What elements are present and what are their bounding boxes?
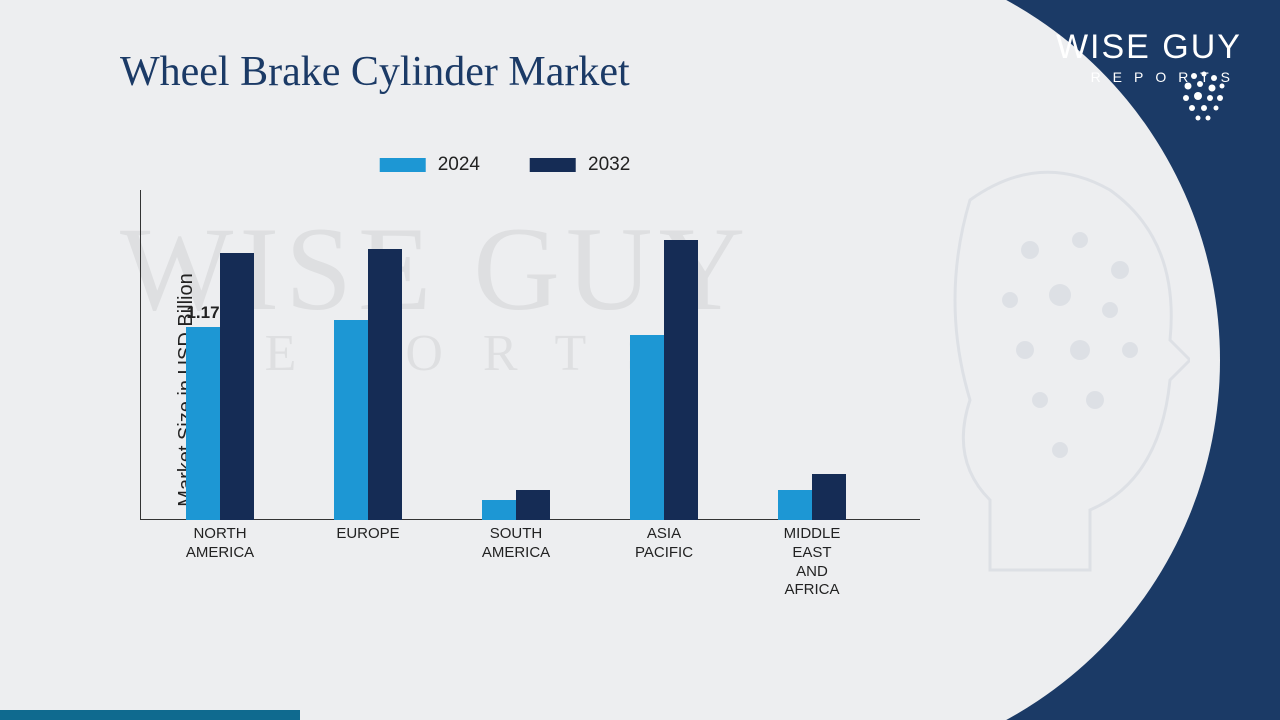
bar-eu-2024 xyxy=(334,320,368,520)
bar-na-2032 xyxy=(220,253,254,520)
x-label-sa: SOUTHAMERICA xyxy=(456,525,576,563)
y-axis-line xyxy=(140,190,141,520)
bar-na-2024 xyxy=(186,327,220,520)
x-label-ap: ASIAPACIFIC xyxy=(604,525,724,563)
bar-eu-2032 xyxy=(368,249,402,520)
bar-ap-2024 xyxy=(630,335,664,520)
chart-legend: 2024 2032 xyxy=(380,154,631,176)
legend-item-2024: 2024 xyxy=(380,154,480,176)
bar-chart: 2024 2032 Market Size in USD Billion 1.1… xyxy=(80,150,930,630)
bar-sa-2024 xyxy=(482,500,516,520)
brand-head-icon xyxy=(1174,68,1230,124)
legend-label-2032: 2032 xyxy=(588,154,630,176)
bar-mea-2024 xyxy=(778,490,812,520)
legend-swatch-2024 xyxy=(380,158,426,172)
bar-mea-2032 xyxy=(812,474,846,520)
legend-item-2032: 2032 xyxy=(530,154,630,176)
x-label-eu: EUROPE xyxy=(308,525,428,544)
legend-label-2024: 2024 xyxy=(438,154,480,176)
brand-logo: WISE GUY REPORTS xyxy=(1056,28,1242,85)
bar-ap-2032 xyxy=(664,240,698,521)
bar-sa-2032 xyxy=(516,490,550,520)
bottom-accent-bar xyxy=(0,710,300,720)
page-canvas: Wheel Brake Cylinder Market WISE GUY REP… xyxy=(0,0,1280,720)
legend-swatch-2032 xyxy=(530,158,576,172)
chart-title: Wheel Brake Cylinder Market xyxy=(120,48,630,96)
x-label-mea: MIDDLEEASTANDAFRICA xyxy=(752,525,872,600)
brand-logo-line1: WISE GUY xyxy=(1056,28,1242,67)
plot-area: 1.17 xyxy=(140,190,920,520)
bar-value-label-na: 1.17 xyxy=(163,303,243,323)
x-label-na: NORTHAMERICA xyxy=(160,525,280,563)
